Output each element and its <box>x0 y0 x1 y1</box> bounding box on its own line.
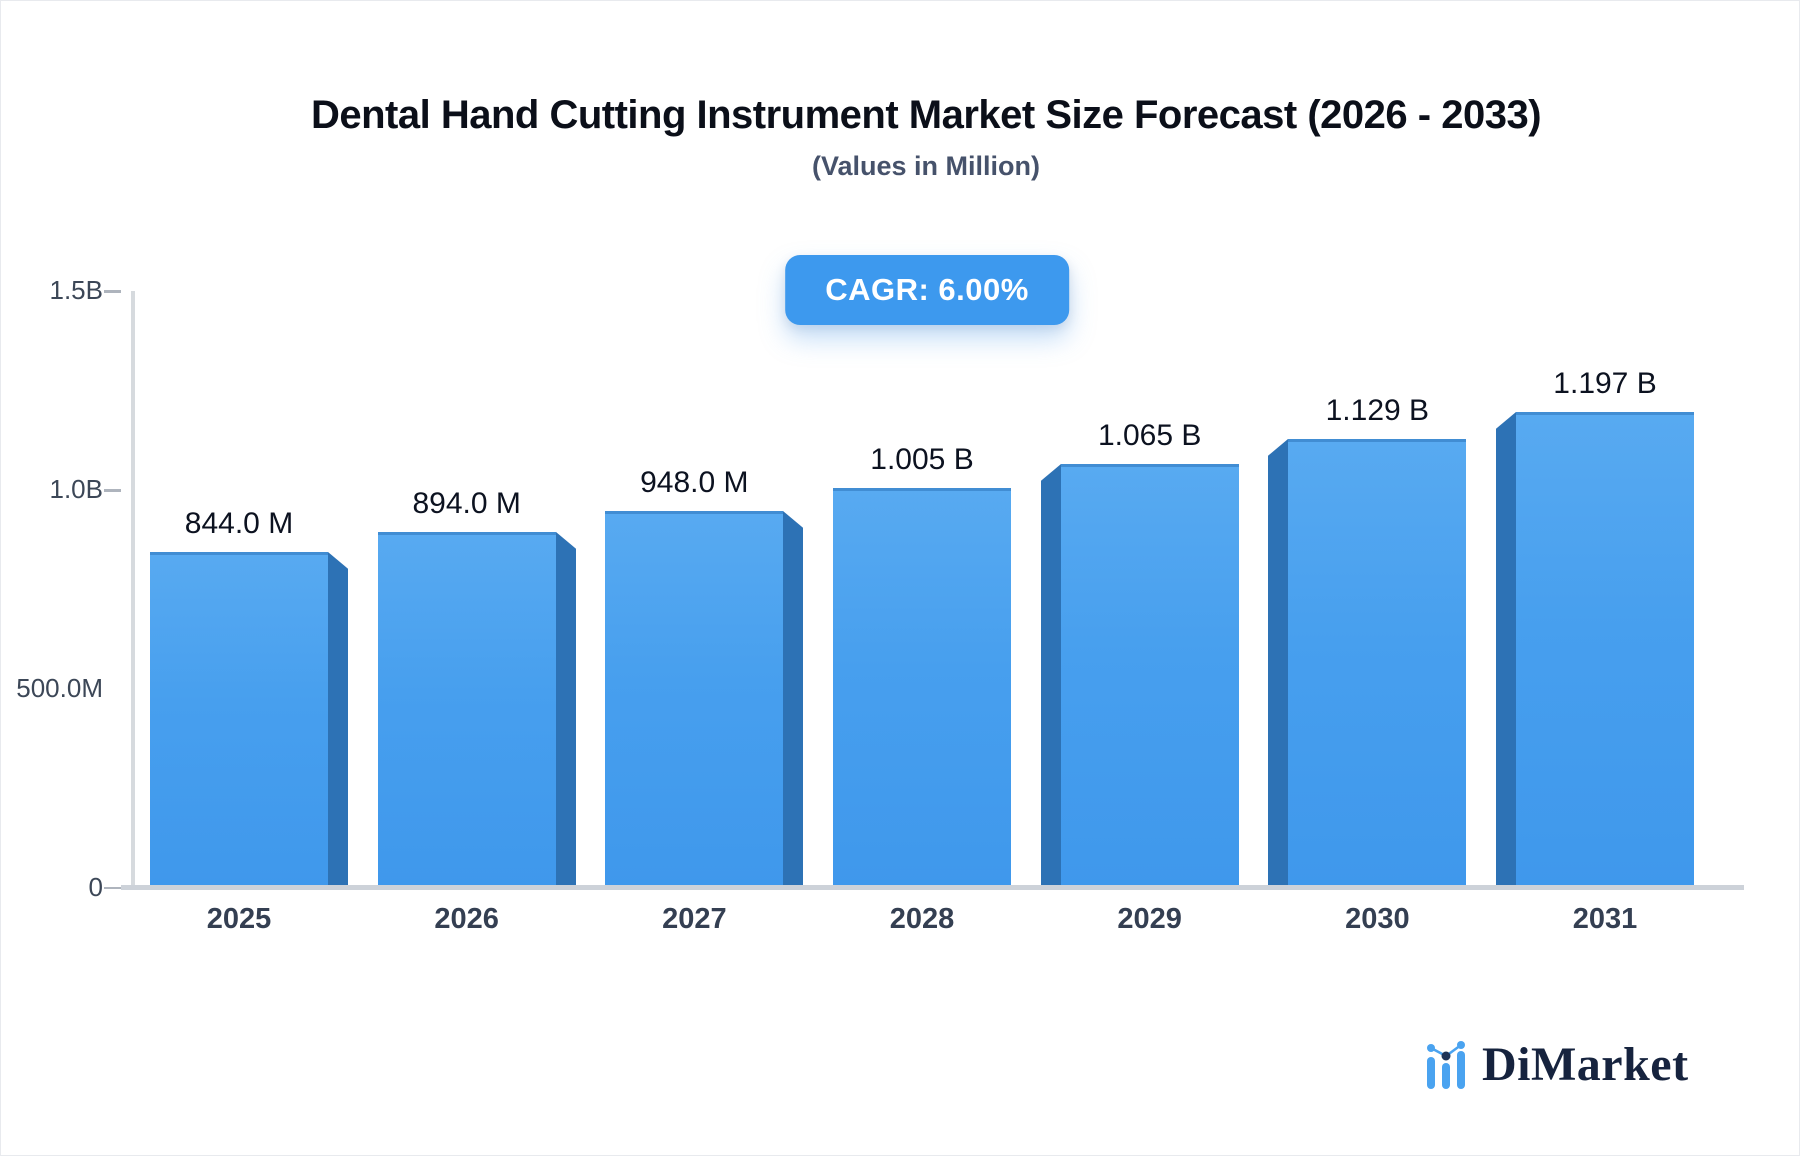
x-axis-label: 2030 <box>1345 903 1410 935</box>
y-axis-tick-label: 500.0M <box>16 673 103 703</box>
chart-title: Dental Hand Cutting Instrument Market Si… <box>310 93 1542 137</box>
dimarket-logo: DiMarket <box>1425 1039 1689 1091</box>
dimarket-logo-icon <box>1427 1041 1465 1089</box>
bar-value-label: 1.065 B <box>1097 419 1202 452</box>
y-axis-tick-label: 1.0B <box>49 474 104 504</box>
bar-side-face <box>1496 412 1517 889</box>
y-axis-tick-dash <box>104 887 121 889</box>
x-axis-label: 2025 <box>206 903 272 935</box>
x-axis-baseline <box>121 885 1744 890</box>
x-axis-label: 2028 <box>889 903 955 935</box>
y-axis-tick-dash <box>104 489 121 492</box>
x-axis-label: 2031 <box>1572 903 1638 935</box>
chart-subtitle: (Values in Million) <box>811 151 1041 181</box>
bar-front-face <box>1288 439 1467 888</box>
bar-value-label: 1.197 B <box>1553 367 1657 400</box>
cagr-badge: CAGR: 6.00% <box>785 255 1069 325</box>
bar-front-face <box>150 552 328 888</box>
x-axis-label: 2027 <box>662 903 727 935</box>
bar-front-face <box>605 511 784 888</box>
bar-value-label: 1.129 B <box>1325 394 1430 427</box>
bar-front-face <box>1060 464 1239 888</box>
dimarket-logo-text: DiMarket <box>1482 1038 1689 1091</box>
bar-value-label: 1.005 B <box>870 443 974 476</box>
bar-value-label: 844.0 M <box>184 507 294 540</box>
x-axis-label: 2029 <box>1117 903 1182 935</box>
bar-side-face <box>1040 464 1061 889</box>
bar-side-face <box>328 552 348 889</box>
bar-value-label: 894.0 M <box>412 487 521 520</box>
plot-area: 844.0 M 894.0 M 948.0 M 1.005 B 1.065 B 1.129… <box>1 1 1799 889</box>
bar-front-face <box>833 488 1011 888</box>
bar-side-face <box>555 532 576 889</box>
y-axis-tick-label: 0 <box>88 872 103 902</box>
y-axis-tick-dash <box>104 290 121 293</box>
y-axis-line <box>131 291 135 888</box>
bar-front-face <box>1516 412 1695 888</box>
bar-side-face <box>1268 439 1289 889</box>
x-axis-label: 2026 <box>434 903 499 935</box>
bar-side-face <box>783 511 804 889</box>
bar-value-label: 948.0 M <box>640 466 749 499</box>
y-axis-tick-label: 1.5B <box>49 275 104 305</box>
bar-front-face <box>377 532 556 888</box>
